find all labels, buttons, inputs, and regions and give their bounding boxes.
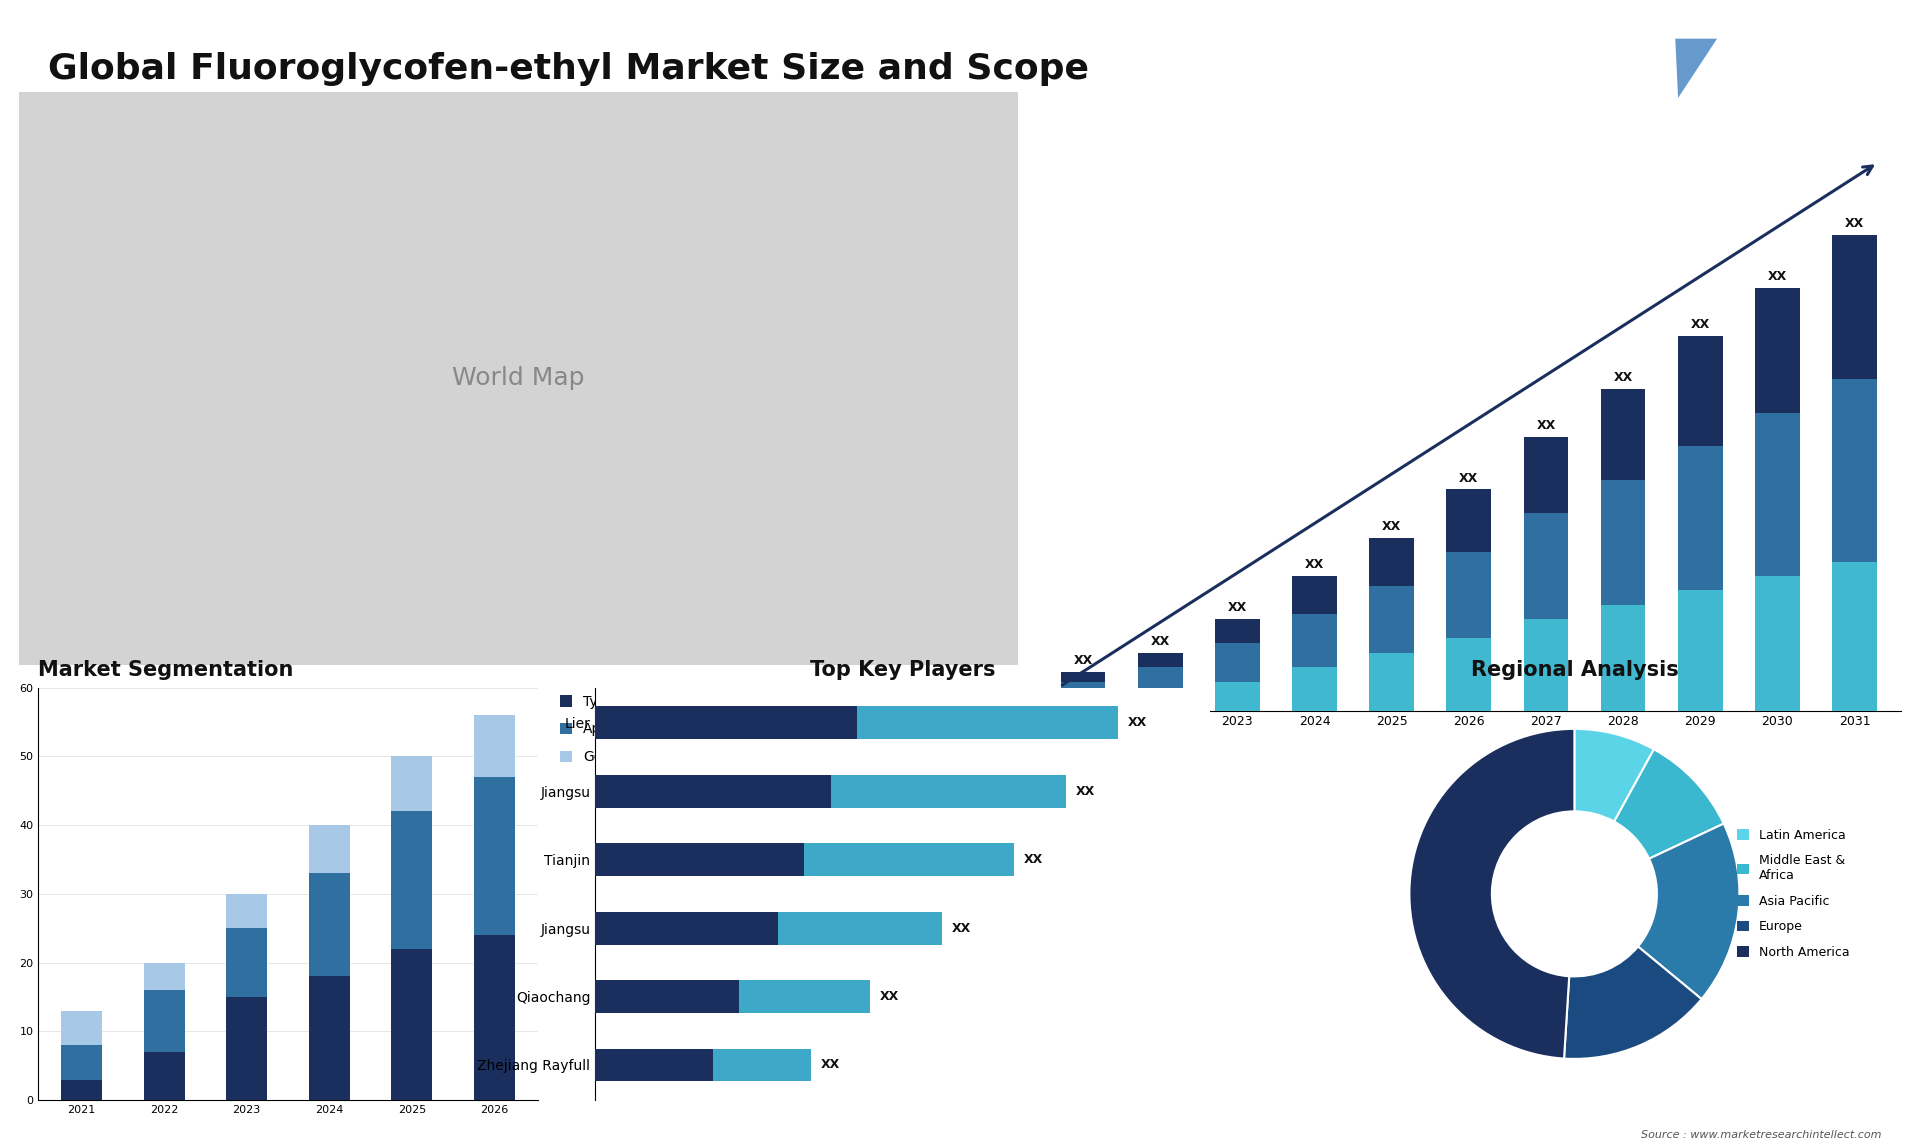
Polygon shape — [1676, 39, 1716, 97]
Text: XX: XX — [1306, 558, 1325, 571]
Bar — [309, 976, 349, 1100]
Bar — [1524, 619, 1569, 711]
Text: XX: XX — [952, 921, 972, 935]
Bar — [1369, 537, 1413, 586]
Bar — [804, 843, 1014, 876]
Bar — [1601, 480, 1645, 605]
Title: Regional Analysis: Regional Analysis — [1471, 660, 1678, 681]
Bar — [227, 928, 267, 997]
Bar — [1832, 235, 1878, 379]
Bar — [712, 1049, 810, 1082]
Bar — [1139, 653, 1183, 667]
Bar — [1369, 586, 1413, 653]
Bar — [392, 811, 432, 949]
Text: XX: XX — [1075, 785, 1094, 798]
Bar — [1215, 643, 1260, 682]
Bar — [309, 873, 349, 976]
Bar — [1755, 288, 1799, 413]
Text: Market Segmentation: Market Segmentation — [38, 660, 294, 681]
Bar — [1060, 696, 1106, 711]
Title: Top Key Players: Top Key Players — [810, 660, 995, 681]
Bar — [61, 1011, 102, 1045]
Text: XX: XX — [1227, 602, 1246, 614]
Bar — [595, 706, 856, 739]
Bar — [1060, 682, 1106, 696]
Bar — [856, 706, 1117, 739]
Bar — [1292, 667, 1336, 711]
Bar — [1524, 437, 1569, 513]
Text: Global Fluoroglycofen-ethyl Market Size and Scope: Global Fluoroglycofen-ethyl Market Size … — [48, 52, 1089, 86]
Text: XX: XX — [1150, 635, 1169, 647]
Bar — [144, 990, 184, 1052]
Bar — [1524, 513, 1569, 619]
Bar — [595, 843, 804, 876]
Bar — [1678, 336, 1722, 446]
Bar — [474, 777, 515, 935]
Bar — [1292, 614, 1336, 667]
Bar — [778, 912, 941, 944]
Bar — [61, 1045, 102, 1080]
Bar — [227, 997, 267, 1100]
Text: World Map: World Map — [451, 367, 586, 390]
Text: XX: XX — [1023, 853, 1043, 866]
Wedge shape — [1409, 729, 1574, 1059]
Bar — [392, 949, 432, 1100]
Bar — [1678, 590, 1722, 711]
Wedge shape — [1574, 729, 1653, 822]
Text: XX: XX — [820, 1059, 839, 1072]
Bar — [1215, 619, 1260, 643]
Bar — [1446, 489, 1492, 552]
Text: XX: XX — [879, 990, 899, 1003]
Bar — [1755, 576, 1799, 711]
Bar — [1139, 667, 1183, 691]
Legend: Type, Application, Geography: Type, Application, Geography — [559, 694, 660, 764]
Bar — [1215, 682, 1260, 711]
Bar — [1755, 413, 1799, 576]
Legend: Latin America, Middle East &
Africa, Asia Pacific, Europe, North America: Latin America, Middle East & Africa, Asi… — [1738, 829, 1849, 959]
Wedge shape — [1565, 947, 1701, 1059]
Bar — [739, 980, 870, 1013]
Wedge shape — [1615, 749, 1724, 858]
Bar — [144, 963, 184, 990]
Wedge shape — [1638, 824, 1740, 999]
Text: XX: XX — [1073, 654, 1092, 667]
Bar — [309, 825, 349, 873]
Text: XX: XX — [1692, 317, 1711, 331]
Bar — [474, 935, 515, 1100]
Text: Source : www.marketresearchintellect.com: Source : www.marketresearchintellect.com — [1642, 1130, 1882, 1140]
Text: XX: XX — [1127, 716, 1146, 729]
Bar — [144, 1052, 184, 1100]
Bar — [1601, 388, 1645, 480]
Bar — [1832, 379, 1878, 562]
Bar — [595, 912, 778, 944]
Bar — [1446, 638, 1492, 711]
Bar — [1678, 446, 1722, 590]
Bar — [1446, 552, 1492, 638]
Text: XX: XX — [1536, 418, 1555, 432]
Bar — [227, 894, 267, 928]
Text: XX: XX — [1845, 217, 1864, 230]
Text: XX: XX — [1613, 370, 1632, 384]
Bar — [392, 756, 432, 811]
Bar — [1139, 691, 1183, 711]
Text: MARKET
RESEARCH
INTELLECT: MARKET RESEARCH INTELLECT — [1761, 39, 1818, 73]
Bar — [831, 775, 1066, 808]
Bar — [1601, 605, 1645, 711]
Text: XX: XX — [1459, 472, 1478, 485]
Bar — [1832, 562, 1878, 711]
Bar — [1369, 653, 1413, 711]
Text: XX: XX — [1382, 519, 1402, 533]
Bar — [1292, 576, 1336, 614]
Bar — [595, 980, 739, 1013]
Bar — [595, 1049, 712, 1082]
Bar — [61, 1080, 102, 1100]
Bar — [474, 715, 515, 777]
Bar — [1060, 672, 1106, 682]
Bar — [595, 775, 831, 808]
Text: XX: XX — [1768, 269, 1788, 283]
Polygon shape — [1640, 39, 1678, 97]
